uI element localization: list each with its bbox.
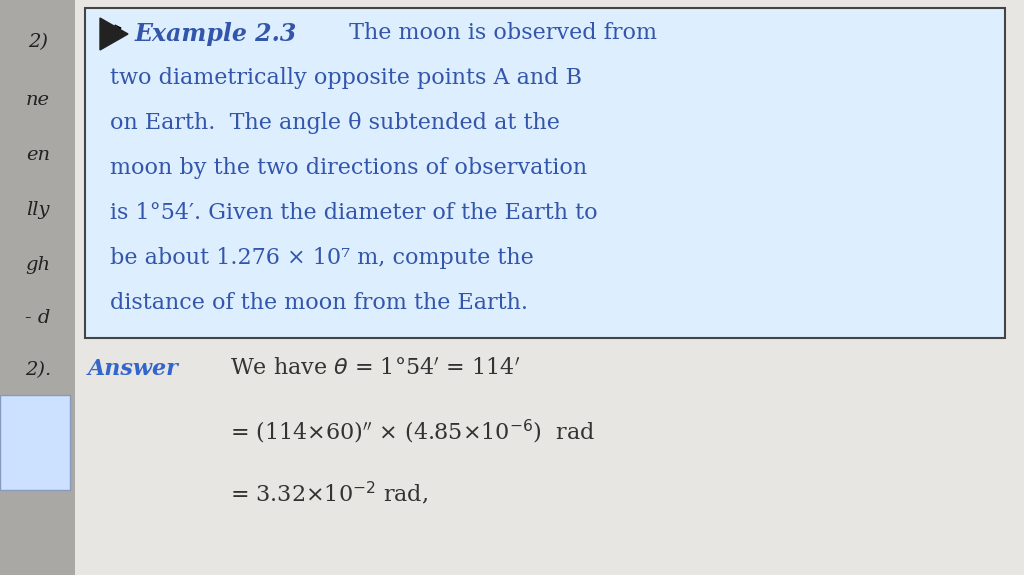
- Text: 2): 2): [28, 33, 48, 51]
- Text: Answer: Answer: [88, 358, 179, 380]
- Text: moon by the two directions of observation: moon by the two directions of observatio…: [110, 157, 587, 179]
- Text: = (114$\times$60)$''$ $\times$ (4.85$\times$10$^{-6}$)  rad: = (114$\times$60)$''$ $\times$ (4.85$\ti…: [230, 418, 595, 446]
- Text: is 1°54′. Given the diameter of the Earth to: is 1°54′. Given the diameter of the Eart…: [110, 202, 598, 224]
- FancyBboxPatch shape: [75, 345, 1024, 575]
- Text: ne: ne: [26, 91, 50, 109]
- Text: The moon is observed from: The moon is observed from: [342, 22, 657, 44]
- Text: lly: lly: [27, 201, 50, 219]
- Text: - d: - d: [26, 309, 50, 327]
- Text: Example 2.3: Example 2.3: [135, 22, 297, 46]
- FancyBboxPatch shape: [85, 8, 1005, 338]
- Text: We have $\theta$ = 1°54$'$ = 114$'$: We have $\theta$ = 1°54$'$ = 114$'$: [230, 358, 520, 380]
- Polygon shape: [100, 18, 128, 50]
- Text: gh: gh: [26, 256, 50, 274]
- Text: = 3.32$\times$10$^{-2}$ rad,: = 3.32$\times$10$^{-2}$ rad,: [230, 480, 428, 507]
- Text: be about 1.276 × 10⁷ m, compute the: be about 1.276 × 10⁷ m, compute the: [110, 247, 534, 269]
- Text: two diametrically opposite points A and B: two diametrically opposite points A and …: [110, 67, 582, 89]
- Text: 2).: 2).: [25, 361, 51, 379]
- Text: distance of the moon from the Earth.: distance of the moon from the Earth.: [110, 292, 528, 314]
- Text: on Earth.  The angle θ subtended at the: on Earth. The angle θ subtended at the: [110, 112, 560, 134]
- FancyBboxPatch shape: [75, 0, 1024, 575]
- FancyBboxPatch shape: [0, 395, 70, 490]
- Text: en: en: [26, 146, 50, 164]
- FancyBboxPatch shape: [0, 0, 75, 575]
